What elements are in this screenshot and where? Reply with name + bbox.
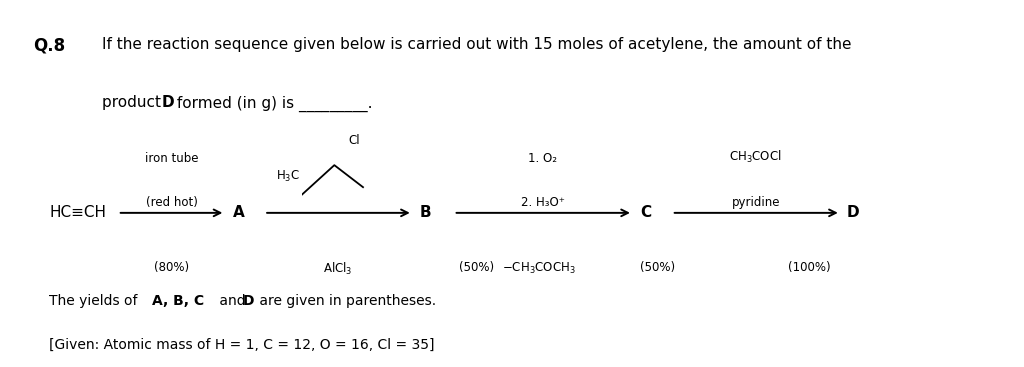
Text: A, B, C: A, B, C [152,294,204,308]
Text: iron tube: iron tube [145,152,199,165]
Text: D: D [847,206,859,220]
Text: 1. O₂: 1. O₂ [528,152,557,165]
Text: and: and [215,294,250,308]
Text: are given in parentheses.: are given in parentheses. [255,294,436,308]
Text: (red hot): (red hot) [146,196,198,209]
Text: The yields of: The yields of [49,294,142,308]
Text: A: A [232,206,244,220]
Text: [Given: Atomic mass of H = 1, C = 12, O = 16, Cl = 35]: [Given: Atomic mass of H = 1, C = 12, O … [49,338,434,352]
Text: 2. H₃O⁺: 2. H₃O⁺ [521,196,564,209]
Text: Q.8: Q.8 [33,37,65,55]
Text: AlCl$_3$: AlCl$_3$ [324,261,352,277]
Text: (50%): (50%) [640,261,675,273]
Text: D: D [162,95,174,110]
Text: formed (in g) is _________.: formed (in g) is _________. [172,95,373,112]
Text: (80%): (80%) [155,261,189,273]
Text: If the reaction sequence given below is carried out with 15 moles of acetylene, : If the reaction sequence given below is … [102,37,852,52]
Text: B: B [420,206,431,220]
Text: product: product [102,95,166,110]
Text: Cl: Cl [348,134,359,147]
Text: D: D [243,294,254,308]
Text: CH$_3$COCl: CH$_3$COCl [729,149,782,165]
Text: $-$CH$_3$COCH$_3$: $-$CH$_3$COCH$_3$ [502,261,575,276]
Text: (50%): (50%) [459,261,494,273]
Text: pyridine: pyridine [731,196,780,209]
Text: (100%): (100%) [788,261,831,273]
Text: H$_3$C: H$_3$C [276,168,301,184]
Text: HC≡CH: HC≡CH [49,206,106,220]
Text: C: C [640,206,651,220]
